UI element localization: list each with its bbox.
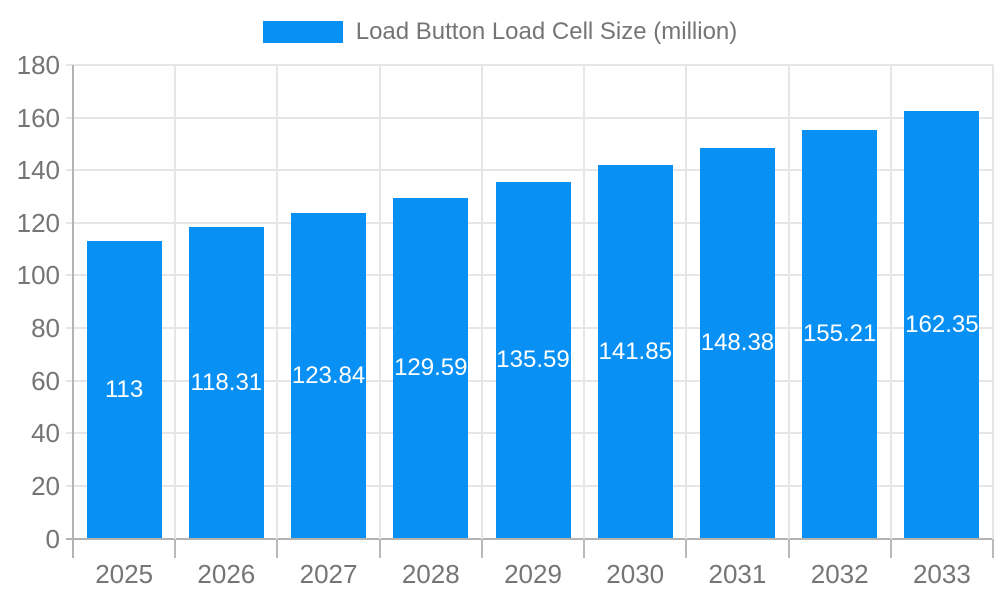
y-tick-label: 0 — [45, 523, 60, 554]
x-axis-tick — [889, 538, 892, 558]
bar-value-label: 155.21 — [802, 320, 877, 348]
x-axis-tick — [480, 538, 483, 558]
gridline-vertical — [685, 65, 688, 539]
bar-value-label: 123.84 — [291, 361, 366, 389]
x-tick-label: 2033 — [912, 559, 971, 589]
bar-value-label: 113 — [104, 375, 144, 403]
bar-value-label: 129.59 — [394, 354, 468, 382]
gridline-vertical — [174, 65, 177, 539]
bar[interactable] — [802, 130, 878, 539]
y-tick-label: 20 — [31, 470, 60, 501]
y-tick-label: 80 — [31, 313, 60, 344]
x-axis-tick — [276, 538, 279, 558]
legend-swatch — [262, 21, 343, 43]
bar-value-label: 118.31 — [190, 368, 263, 396]
gridline-horizontal — [66, 169, 993, 172]
x-tick-label: 2028 — [401, 559, 460, 589]
bar[interactable] — [699, 148, 775, 539]
gridline-vertical — [480, 65, 483, 539]
bar[interactable] — [393, 197, 469, 539]
bar[interactable] — [495, 181, 571, 539]
y-tick-label: 40 — [31, 418, 60, 449]
x-axis-tick — [174, 538, 177, 558]
bar[interactable] — [597, 165, 673, 539]
bar-value-label: 162.35 — [905, 310, 979, 338]
x-axis-tick — [583, 538, 586, 558]
x-tick-label: 2030 — [606, 559, 665, 589]
bar-value-label: 135.59 — [496, 346, 570, 374]
chart-legend: Load Button Load Cell Size (million) — [0, 18, 1000, 46]
x-axis-tick — [787, 538, 790, 558]
chart-title: Load Button Load Cell Size (million) — [355, 18, 738, 45]
bar-value-label: 148.38 — [700, 329, 775, 357]
gridline-vertical — [787, 65, 790, 539]
x-tick-label: 2031 — [708, 559, 767, 589]
bar[interactable] — [86, 241, 162, 539]
bar-value-label: 141.85 — [598, 337, 672, 365]
y-tick-label: 120 — [16, 207, 60, 238]
y-tick-label: 160 — [16, 102, 60, 133]
bar[interactable] — [188, 227, 264, 539]
gridline-vertical — [378, 65, 381, 539]
y-tick-label: 180 — [16, 50, 60, 80]
gridline-horizontal — [66, 64, 993, 66]
gridline-vertical — [992, 65, 994, 539]
y-tick-label: 60 — [31, 365, 60, 396]
x-tick-label: 2027 — [299, 559, 358, 589]
x-tick-label: 2025 — [95, 559, 154, 589]
gridline-horizontal — [66, 116, 993, 119]
bar[interactable] — [904, 111, 980, 539]
gridline-vertical — [583, 65, 586, 539]
y-axis-line — [72, 65, 74, 558]
gridline-vertical — [276, 65, 279, 539]
x-axis-tick — [685, 538, 688, 558]
x-tick-label: 2032 — [810, 559, 869, 589]
x-axis-tick — [378, 538, 381, 558]
y-tick-label: 140 — [16, 155, 60, 186]
y-tick-label: 100 — [16, 260, 60, 291]
bar[interactable] — [291, 212, 367, 539]
x-axis-tick — [992, 538, 994, 558]
gridline-vertical — [889, 65, 892, 539]
x-tick-label: 2026 — [197, 559, 256, 589]
x-tick-label: 2029 — [504, 559, 562, 589]
x-axis-line — [66, 537, 993, 540]
